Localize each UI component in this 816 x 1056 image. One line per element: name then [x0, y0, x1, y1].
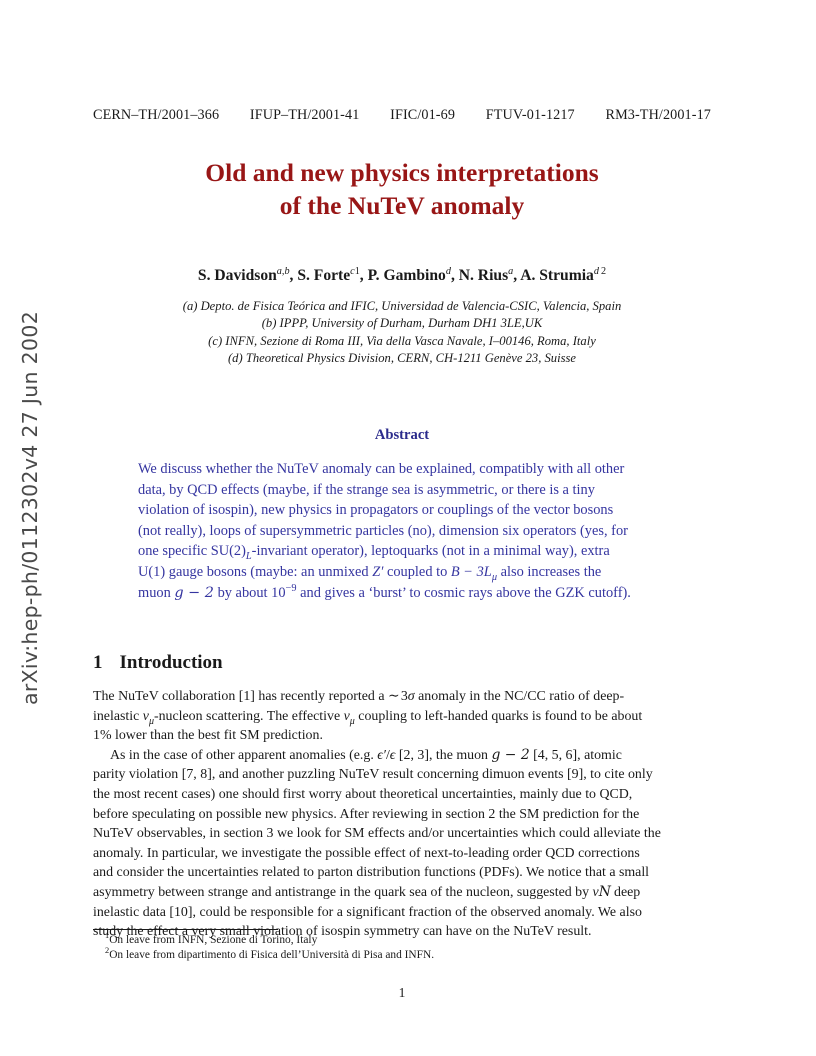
preprint-number-row: CERN–TH/2001–366 IFUP–TH/2001-41 IFIC/01… [93, 107, 711, 124]
math-ten-exponent: −9 [285, 582, 297, 594]
body-line: inelastic νμ-nucleon scattering. The eff… [93, 708, 643, 727]
footnote-marker: 2 [105, 945, 110, 955]
arxiv-stamp-text: arXiv:hep-ph/0112302v4 27 Jun 2002 [18, 310, 42, 706]
footnote-1: 1On leave from INFN, Sezione di Torino, … [105, 931, 318, 946]
math-g-minus-2: g − 2 [174, 584, 214, 601]
math-nu: ν [343, 708, 350, 724]
section-number: 1 [93, 652, 103, 673]
math-nu-subscript: μ [148, 715, 154, 727]
author-strumia: A. Strumiad 2 [520, 265, 607, 284]
math-z-prime: Z′ [372, 563, 384, 580]
math-epsilon: ϵ [389, 747, 396, 763]
section-heading-introduction: 1 Introduction [93, 652, 223, 674]
preprint-number-ftuv: FTUV-01-1217 [485, 107, 575, 123]
abstract-line: data, by QCD effects (maybe, if the stra… [138, 481, 595, 498]
affiliation-list: (a) Depto. de Fisica Teórica and IFIC, U… [93, 298, 711, 368]
author-affil-marker: a,b [276, 265, 290, 277]
author-affil-marker: c1 [350, 265, 360, 277]
author-rius: N. Riusa [458, 265, 514, 284]
affiliation-d: (d) Theoretical Physics Division, CERN, … [227, 351, 576, 366]
math-g-minus-2: g − 2 [491, 746, 530, 763]
body-line: inelastic data [10], could be responsibl… [93, 904, 642, 920]
abstract-body: We discuss whether the NuTeV anomaly can… [138, 459, 666, 603]
affiliation-a: (a) Depto. de Fisica Teórica and IFIC, U… [182, 299, 622, 313]
document-page: CERN–TH/2001–366 IFUP–TH/2001-41 IFIC/01… [93, 0, 711, 1056]
author-davidson: S. Davidsona,b [197, 265, 290, 284]
page-title-line-1: Old and new physics interpretations [205, 158, 599, 187]
body-line: before speculating on possible new physi… [93, 806, 640, 822]
preprint-number-cern: CERN–TH/2001–366 [93, 107, 220, 123]
author-forte: S. Fortec1 [297, 265, 360, 284]
body-line: As in the case of other apparent anomali… [110, 746, 622, 763]
math-nu: ν [142, 708, 149, 724]
footnote-2: 2On leave from dipartimento di Fisica de… [105, 945, 435, 961]
body-line: study the effect a very small violation … [93, 924, 592, 940]
math-cal-n: N [598, 883, 611, 900]
body-line: and consider the uncertainties related t… [93, 865, 650, 881]
abstract-line: one specific SU(2)L-invariant operator),… [138, 543, 610, 563]
body-line: 1% lower than the best fit SM prediction… [93, 728, 323, 744]
math-epsilon-prime: ϵ′ [377, 747, 386, 763]
math-b-minus-3l: B − 3L [450, 563, 492, 580]
page-number: 1 [398, 985, 406, 1000]
author-gambino: P. Gambinod [367, 265, 451, 284]
author-affil-marker: d [445, 265, 451, 277]
preprint-number-ific: IFIC/01-69 [390, 107, 456, 123]
math-su2-subscript: L [245, 551, 252, 563]
author-affil-marker: d 2 [593, 265, 607, 277]
page-title-line-2: of the NuTeV anomaly [279, 191, 525, 220]
preprint-number-ifup: IFUP–TH/2001-41 [249, 107, 360, 123]
body-line: asymmetry between strange and antistrang… [93, 883, 641, 900]
arxiv-stamp: arXiv:hep-ph/0112302v4 27 Jun 2002 [0, 0, 60, 1056]
section-title: Introduction [119, 652, 223, 673]
abstract-line: (not really), loops of supersymmetric pa… [138, 522, 628, 539]
footnote-marker: 1 [105, 931, 110, 941]
abstract-heading: Abstract [374, 427, 430, 443]
author-list: S. Davidsona,b, S. Fortec1, P. Gambinod,… [197, 265, 607, 284]
footnote-separator [93, 929, 278, 930]
body-text: The NuTeV collaboration [1] has recently… [93, 687, 711, 942]
body-line: the most recent cases) one should first … [93, 786, 633, 802]
math-nu: ν [592, 884, 599, 900]
math-sim: ∼ [388, 689, 400, 704]
affiliation-b: (b) IPPP, University of Durham, Durham D… [261, 316, 543, 331]
body-line: parity violation [7, 8], and another puz… [93, 767, 653, 783]
footnote-list: 1On leave from INFN, Sezione di Torino, … [93, 931, 711, 962]
affiliation-c: (c) INFN, Sezione di Roma III, Via della… [208, 333, 596, 348]
math-l-subscript: μ [491, 571, 498, 583]
math-ten: 10 [271, 584, 286, 601]
math-sigma: σ [407, 689, 415, 704]
abstract-line: We discuss whether the NuTeV anomaly can… [138, 461, 625, 477]
math-nu-subscript: μ [349, 715, 355, 727]
body-line: anomaly. In particular, we investigate t… [93, 845, 640, 861]
abstract-line: violation of isospin), new physics in pr… [138, 502, 614, 519]
page-title: Old and new physics interpretations of t… [93, 156, 711, 222]
preprint-number-rm3: RM3-TH/2001-17 [605, 107, 711, 123]
body-line: NuTeV observables, in section 3 we look … [93, 826, 661, 842]
abstract-line: U(1) gauge bosons (maybe: an unmixed Z′ … [138, 563, 602, 583]
author-affil-marker: a [508, 265, 514, 277]
body-line: The NuTeV collaboration [1] has recently… [93, 689, 625, 704]
abstract-line: muon g − 2 by about 10−9 and gives a ‘bu… [138, 582, 631, 601]
